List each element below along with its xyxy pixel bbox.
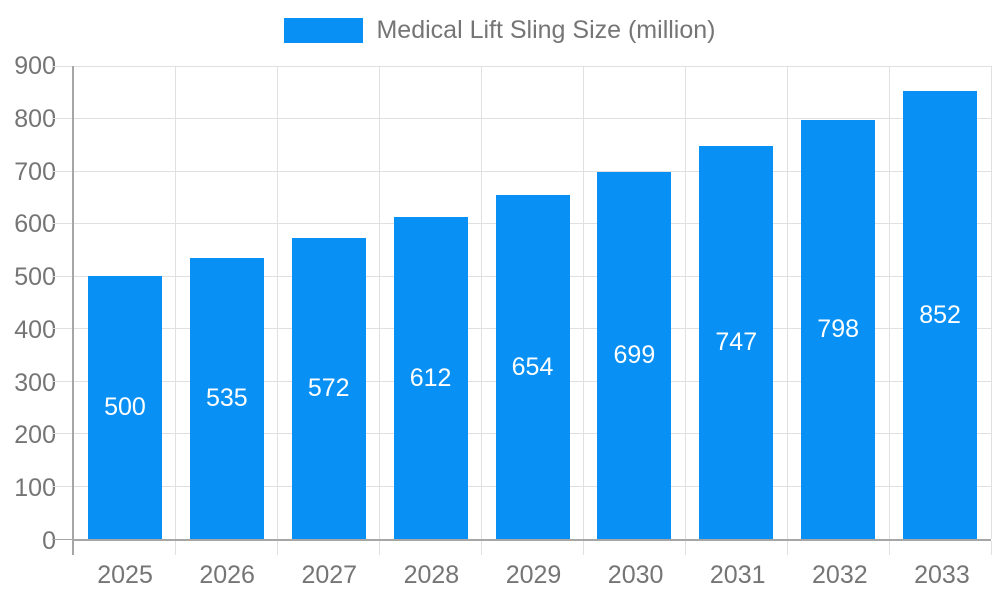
x-axis-label: 2032 — [812, 561, 868, 589]
x-axis-tick — [72, 541, 74, 555]
x-axis-tick — [379, 541, 381, 555]
legend-item[interactable]: Medical Lift Sling Size (million) — [284, 16, 716, 44]
y-axis-label: 400 — [14, 315, 56, 344]
y-axis-label: 800 — [14, 104, 56, 133]
y-axis-label: 500 — [14, 263, 56, 292]
y-axis-label: 700 — [14, 157, 56, 186]
bar-2025[interactable]: 500 — [87, 276, 162, 539]
y-axis-label: 100 — [14, 474, 56, 503]
y-axis-tick — [52, 65, 72, 67]
gridline-vertical — [888, 66, 890, 539]
gridline-vertical — [786, 66, 788, 539]
x-axis-tick — [990, 541, 992, 555]
y-axis-tick — [52, 223, 72, 225]
x-axis-tick — [888, 541, 890, 555]
bar-2026[interactable]: 535 — [189, 257, 264, 539]
x-axis-label: 2025 — [97, 561, 153, 589]
x-axis: 2025 2026 2027 2028 2029 2030 2031 2032 2033 — [74, 559, 993, 593]
x-axis-tick — [786, 541, 788, 555]
gridline-horizontal — [74, 170, 991, 172]
gridline-vertical — [481, 66, 483, 539]
y-axis-tick — [52, 275, 72, 277]
x-axis-label: 2028 — [403, 561, 460, 589]
y-axis-tick — [52, 118, 72, 120]
y-axis-label: 200 — [14, 421, 56, 450]
gridline-horizontal — [74, 118, 991, 120]
y-axis-tick — [52, 433, 72, 435]
x-axis-label: 2031 — [709, 561, 766, 589]
x-axis-label: 2026 — [199, 561, 255, 589]
gridline-horizontal — [74, 65, 991, 67]
bar-2029[interactable]: 654 — [495, 195, 570, 539]
x-axis-label: 2027 — [301, 561, 358, 589]
y-axis-label: 600 — [14, 210, 56, 239]
legend: Medical Lift Sling Size (million) — [0, 17, 1000, 44]
gridline-vertical — [684, 66, 686, 539]
y-axis-tick — [52, 170, 72, 172]
x-axis-tick — [277, 541, 279, 555]
bar-2032[interactable]: 798 — [801, 119, 876, 539]
x-axis-label: 2033 — [914, 561, 970, 589]
y-axis-tick — [52, 328, 72, 330]
bar-value-label: 500 — [104, 393, 146, 422]
bar-2027[interactable]: 572 — [291, 238, 366, 539]
bar-value-label: 798 — [817, 314, 860, 343]
bar-2033[interactable]: 852 — [903, 91, 978, 539]
x-axis-tick — [684, 541, 686, 555]
x-axis-tick — [582, 541, 584, 555]
bar-value-label: 572 — [307, 374, 350, 403]
legend-label: Medical Lift Sling Size (million) — [376, 16, 716, 44]
x-axis-tick — [175, 541, 177, 555]
y-axis-tick — [52, 485, 72, 487]
y-axis-tick — [52, 380, 72, 382]
x-axis-label: 2029 — [505, 561, 562, 589]
legend-swatch-icon — [284, 18, 364, 43]
y-axis-label: 300 — [14, 368, 56, 397]
y-axis-label: 0 — [42, 527, 56, 555]
gridline-vertical — [277, 66, 279, 539]
bar-value-label: 535 — [205, 383, 248, 412]
bar-value-label: 747 — [715, 328, 758, 357]
x-axis-tick — [481, 541, 483, 555]
y-axis-tick — [52, 538, 72, 540]
gridline-vertical — [175, 66, 177, 539]
gridline-vertical — [379, 66, 381, 539]
bar-value-label: 699 — [613, 340, 656, 369]
gridline-vertical — [990, 66, 992, 539]
bar-2031[interactable]: 747 — [699, 146, 774, 539]
bar-value-label: 612 — [409, 363, 452, 392]
bar-2028[interactable]: 612 — [393, 217, 468, 539]
bar-value-label: 852 — [919, 300, 961, 329]
gridline-vertical — [582, 66, 584, 539]
y-axis-label: 900 — [14, 52, 56, 80]
plot-area: 500 535 572 612 654 699 747 798 852 — [52, 65, 992, 555]
y-axis: 0 100 200 300 400 500 600 700 800 900 — [0, 52, 56, 555]
x-axis-label: 2030 — [607, 561, 664, 589]
bar-2030[interactable]: 699 — [597, 171, 672, 539]
bar-value-label: 654 — [511, 352, 554, 381]
